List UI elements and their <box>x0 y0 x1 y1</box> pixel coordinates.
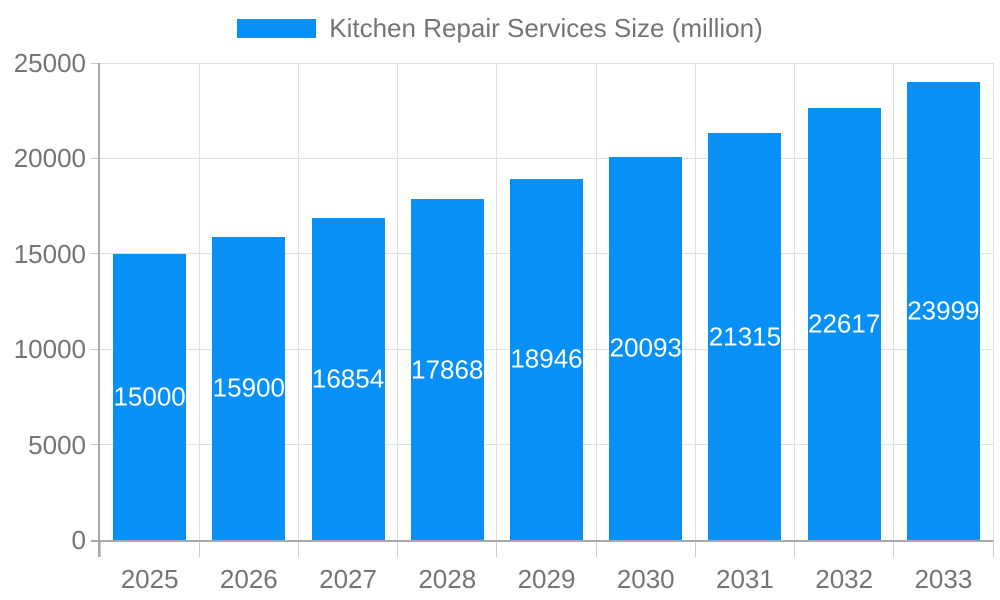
bar-value-label: 22617 <box>808 308 881 339</box>
y-tick-mark <box>91 348 100 350</box>
bar-2026[interactable] <box>212 236 286 540</box>
gridline-horizontal <box>100 62 993 64</box>
gridline-vertical <box>297 63 299 540</box>
bar-value-label: 17868 <box>411 354 484 385</box>
x-axis-tick-label: 2026 <box>219 564 278 594</box>
x-axis-tick-label: 2025 <box>120 564 179 594</box>
x-tick-mark <box>297 540 299 557</box>
x-axis-tick-label: 2030 <box>616 564 675 594</box>
y-axis-line <box>98 63 100 557</box>
bar-value-label: 15000 <box>113 381 186 412</box>
bar-2025[interactable] <box>113 253 187 540</box>
y-axis-tick-label: 0 <box>71 525 86 555</box>
x-tick-mark <box>397 540 399 557</box>
gridline-vertical <box>198 63 200 540</box>
bar-value-label: 15900 <box>212 372 285 403</box>
x-tick-mark <box>99 540 101 557</box>
x-tick-mark <box>496 540 498 557</box>
x-axis-tick-label: 2031 <box>716 564 774 594</box>
x-axis-tick-label: 2033 <box>914 564 973 594</box>
gridline-horizontal <box>100 157 993 159</box>
bar-2028[interactable] <box>410 199 484 540</box>
x-tick-mark <box>694 540 696 557</box>
x-axis-tick-label: 2029 <box>517 564 576 594</box>
bar-value-label: 20093 <box>609 332 682 363</box>
legend-label: Kitchen Repair Services Size (million) <box>329 13 763 43</box>
gridline-vertical <box>694 63 696 540</box>
gridline-vertical <box>595 63 597 540</box>
y-axis-tick-label: 25000 <box>13 48 86 78</box>
x-axis-tick-label: 2032 <box>815 564 874 594</box>
y-axis-tick-label: 15000 <box>13 238 86 269</box>
bar-value-label: 21315 <box>708 321 782 352</box>
bar-2033[interactable] <box>906 82 980 540</box>
x-tick-mark <box>198 540 200 557</box>
gridline-vertical <box>794 63 796 540</box>
gridline-vertical <box>397 63 399 540</box>
x-tick-mark <box>992 540 994 557</box>
x-axis-tick-label: 2028 <box>418 564 477 594</box>
bar-value-label: 16854 <box>311 363 385 394</box>
x-tick-mark <box>893 540 895 557</box>
bar-2030[interactable] <box>609 156 683 540</box>
y-tick-mark <box>91 157 100 159</box>
x-tick-mark <box>794 540 796 557</box>
gridline-vertical <box>893 63 895 540</box>
x-axis-tick-label: 2027 <box>319 564 377 594</box>
y-axis-tick-label: 5000 <box>28 429 86 460</box>
bar-value-label: 18946 <box>510 343 583 374</box>
bar-2027[interactable] <box>311 218 385 540</box>
legend-swatch-icon <box>237 18 317 38</box>
bar-2032[interactable] <box>807 108 881 540</box>
bar-2031[interactable] <box>708 133 782 540</box>
bar-2029[interactable] <box>510 178 583 540</box>
x-tick-mark <box>595 540 597 557</box>
gridline-vertical <box>992 63 994 540</box>
plot-area: 15000 15900 16854 17868 18946 20093 21315 22617… <box>91 62 994 557</box>
y-axis-tick-label: 10000 <box>13 334 86 365</box>
y-axis-tick-label: 20000 <box>13 143 86 174</box>
x-axis-line <box>91 540 993 542</box>
y-tick-mark <box>91 62 100 64</box>
y-tick-mark <box>91 444 100 446</box>
y-tick-mark <box>91 253 100 255</box>
legend[interactable]: Kitchen Repair Services Size (million) <box>0 14 1000 42</box>
gridline-vertical <box>496 63 498 540</box>
bar-value-label: 23999 <box>907 295 980 326</box>
